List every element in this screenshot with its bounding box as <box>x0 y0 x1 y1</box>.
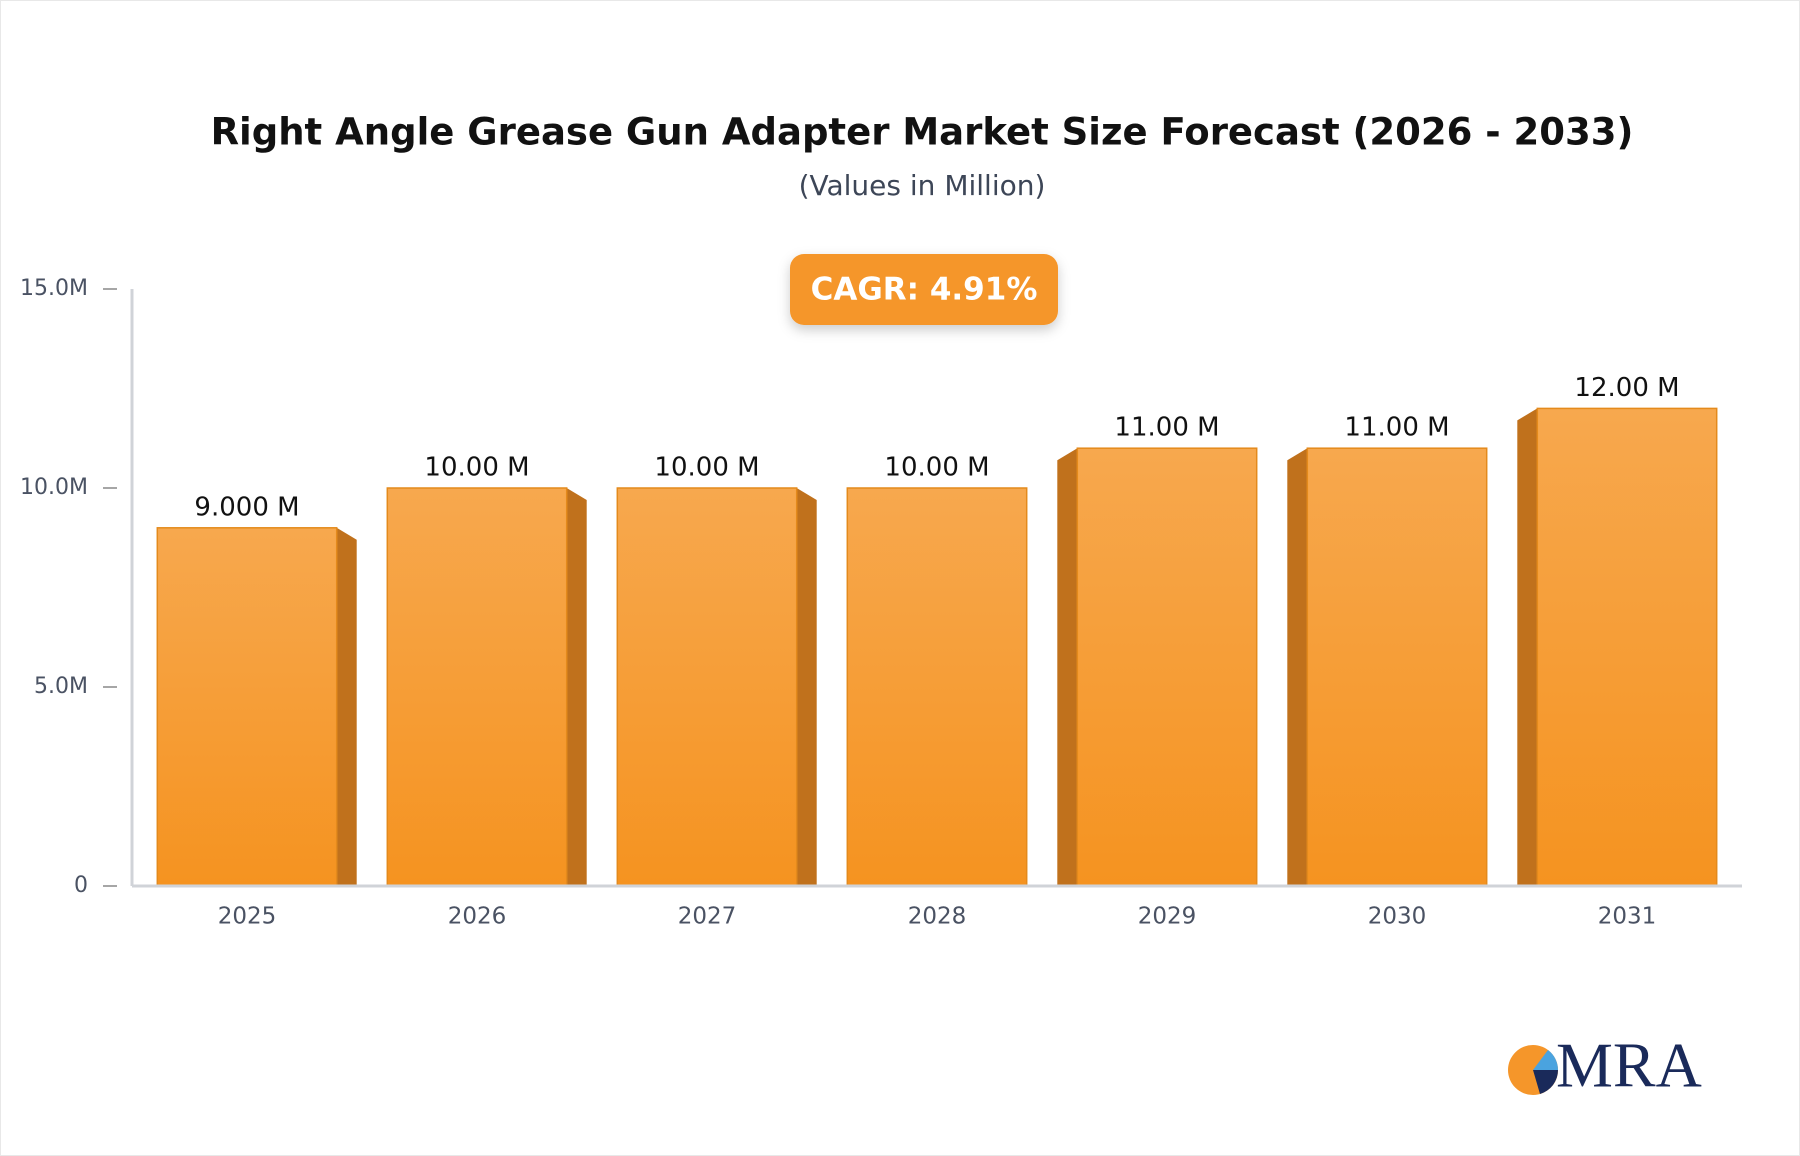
logo-text: MRA <box>1556 1030 1702 1101</box>
x-tick-label: 2031 <box>1598 904 1657 930</box>
bar <box>846 487 1028 887</box>
y-tick-label: 10.0M <box>20 475 88 500</box>
x-tick-label: 2026 <box>448 904 507 930</box>
value-label: 10.00 M <box>424 453 529 483</box>
cagr-label: CAGR: 4.91% <box>811 272 1038 308</box>
y-tick-label: 0 <box>74 873 88 898</box>
value-label: 9.000 M <box>194 492 299 522</box>
logo: MRA <box>1508 1030 1702 1101</box>
bar-side <box>796 488 817 886</box>
chart-subtitle: (Values in Million) <box>799 169 1046 202</box>
x-tick-label: 2029 <box>1138 904 1197 930</box>
bar-side <box>566 488 587 886</box>
value-label: 11.00 M <box>1114 413 1219 443</box>
x-tick-label: 2028 <box>908 904 967 930</box>
logo-slice <box>1533 1070 1558 1094</box>
bar <box>616 487 798 887</box>
bar <box>1306 447 1488 887</box>
value-label: 10.00 M <box>654 453 759 483</box>
bar <box>156 527 338 887</box>
value-label: 11.00 M <box>1344 413 1449 443</box>
cagr-badge <box>790 254 1058 325</box>
value-label: 10.00 M <box>884 453 989 483</box>
bar-side <box>1287 448 1308 886</box>
bar-side <box>336 527 357 886</box>
x-tick-label: 2027 <box>678 904 737 930</box>
x-tick-label: 2030 <box>1368 904 1427 930</box>
bar <box>1076 447 1258 887</box>
bar-side <box>1517 408 1538 886</box>
x-tick-label: 2025 <box>218 904 277 930</box>
bar <box>1536 407 1718 887</box>
logo-slice <box>1533 1050 1558 1070</box>
y-tick-label: 15.0M <box>20 276 88 301</box>
bar <box>386 487 568 887</box>
bar-side <box>1057 448 1078 886</box>
y-tick-label: 5.0M <box>34 674 88 699</box>
value-label: 12.00 M <box>1574 373 1679 403</box>
chart-title: Right Angle Grease Gun Adapter Market Si… <box>211 111 1634 154</box>
